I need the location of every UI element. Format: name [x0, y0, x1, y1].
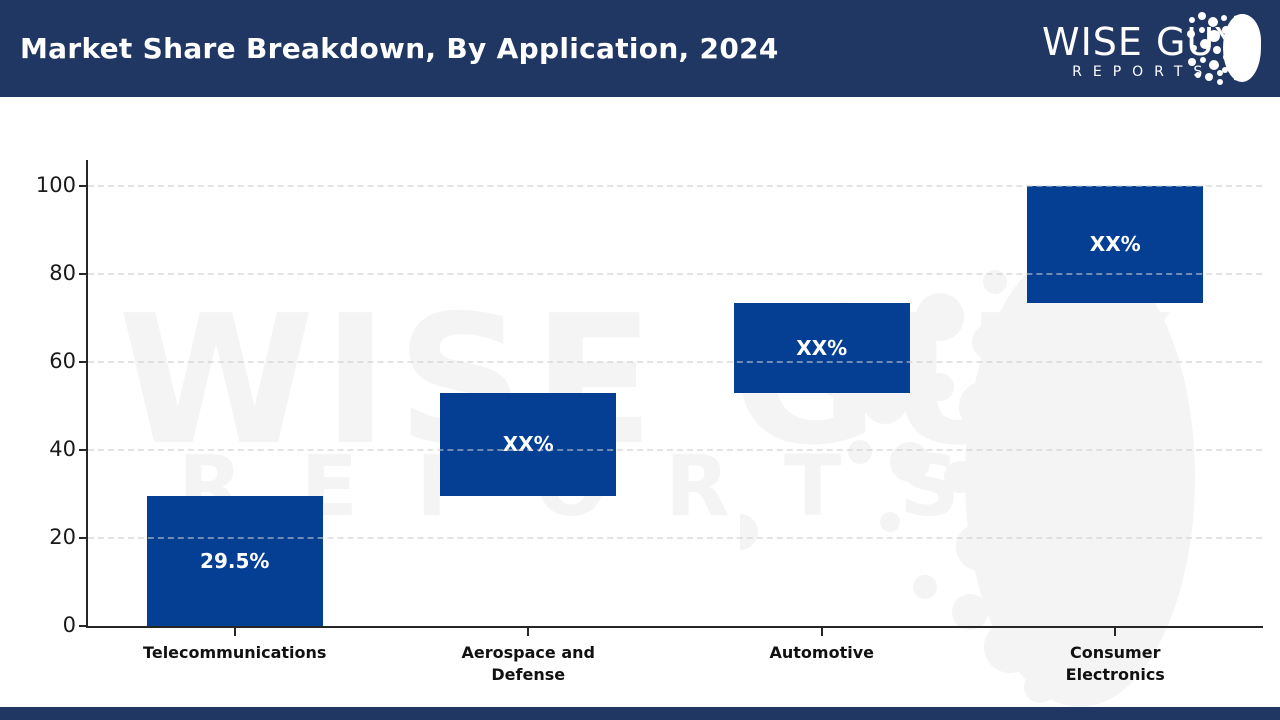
brand-subname: REPORTS — [1072, 64, 1214, 80]
bar-telecommunications: 29.5% — [146, 496, 323, 626]
y-tick-label-80: 80 — [49, 261, 76, 285]
x-category-label-4: Consumer Electronics — [1065, 643, 1165, 684]
gridline-40 — [88, 449, 1262, 451]
x-tick-2 — [527, 628, 530, 636]
y-tick-label-0: 0 — [62, 613, 76, 637]
bar-value-label: XX% — [1089, 232, 1141, 257]
y-tick-label-100: 100 — [35, 173, 76, 197]
y-tick-label-20: 20 — [49, 525, 76, 549]
x-tick-3 — [820, 628, 823, 636]
y-tick-80 — [79, 273, 87, 275]
gridline-20 — [88, 537, 1262, 539]
y-tick-0 — [79, 625, 87, 627]
bar-consumer-electronics: XX% — [1027, 186, 1204, 303]
x-tick-4 — [1114, 628, 1117, 636]
footer-band — [0, 707, 1280, 720]
x-category-label-3: Automotive — [769, 643, 875, 662]
bar-automotive: XX% — [733, 302, 910, 393]
page-title: Market Share Breakdown, By Application, … — [20, 32, 779, 65]
bar-value-label: XX% — [796, 335, 848, 360]
y-tick-label-60: 60 — [49, 349, 76, 373]
header-band: Market Share Breakdown, By Application, … — [0, 0, 1280, 97]
y-axis-line — [86, 160, 88, 626]
chart-plot-area: 0 20 40 60 80 100 29.5% Telecommunications XX% Ae… — [0, 97, 1280, 707]
bar-aerospace-and-defense: XX% — [440, 392, 617, 497]
brand-head-icon — [1187, 12, 1262, 85]
gridline-80 — [88, 273, 1262, 275]
x-tick-1 — [233, 628, 236, 636]
y-tick-60 — [79, 361, 87, 363]
gridline-60 — [88, 361, 1262, 363]
gridline-100 — [88, 185, 1262, 187]
y-tick-100 — [79, 185, 87, 187]
x-category-label-2: Aerospace and Defense — [461, 643, 595, 684]
bar-value-label: XX% — [502, 432, 554, 457]
brand-logo: WISE GUY REPORTS — [1012, 8, 1262, 90]
x-category-label-1: Telecommunications — [143, 643, 327, 662]
y-tick-label-40: 40 — [49, 437, 76, 461]
bar-value-label: 29.5% — [200, 549, 270, 574]
y-tick-20 — [79, 537, 87, 539]
y-tick-40 — [79, 449, 87, 451]
x-axis-line — [86, 626, 1263, 628]
